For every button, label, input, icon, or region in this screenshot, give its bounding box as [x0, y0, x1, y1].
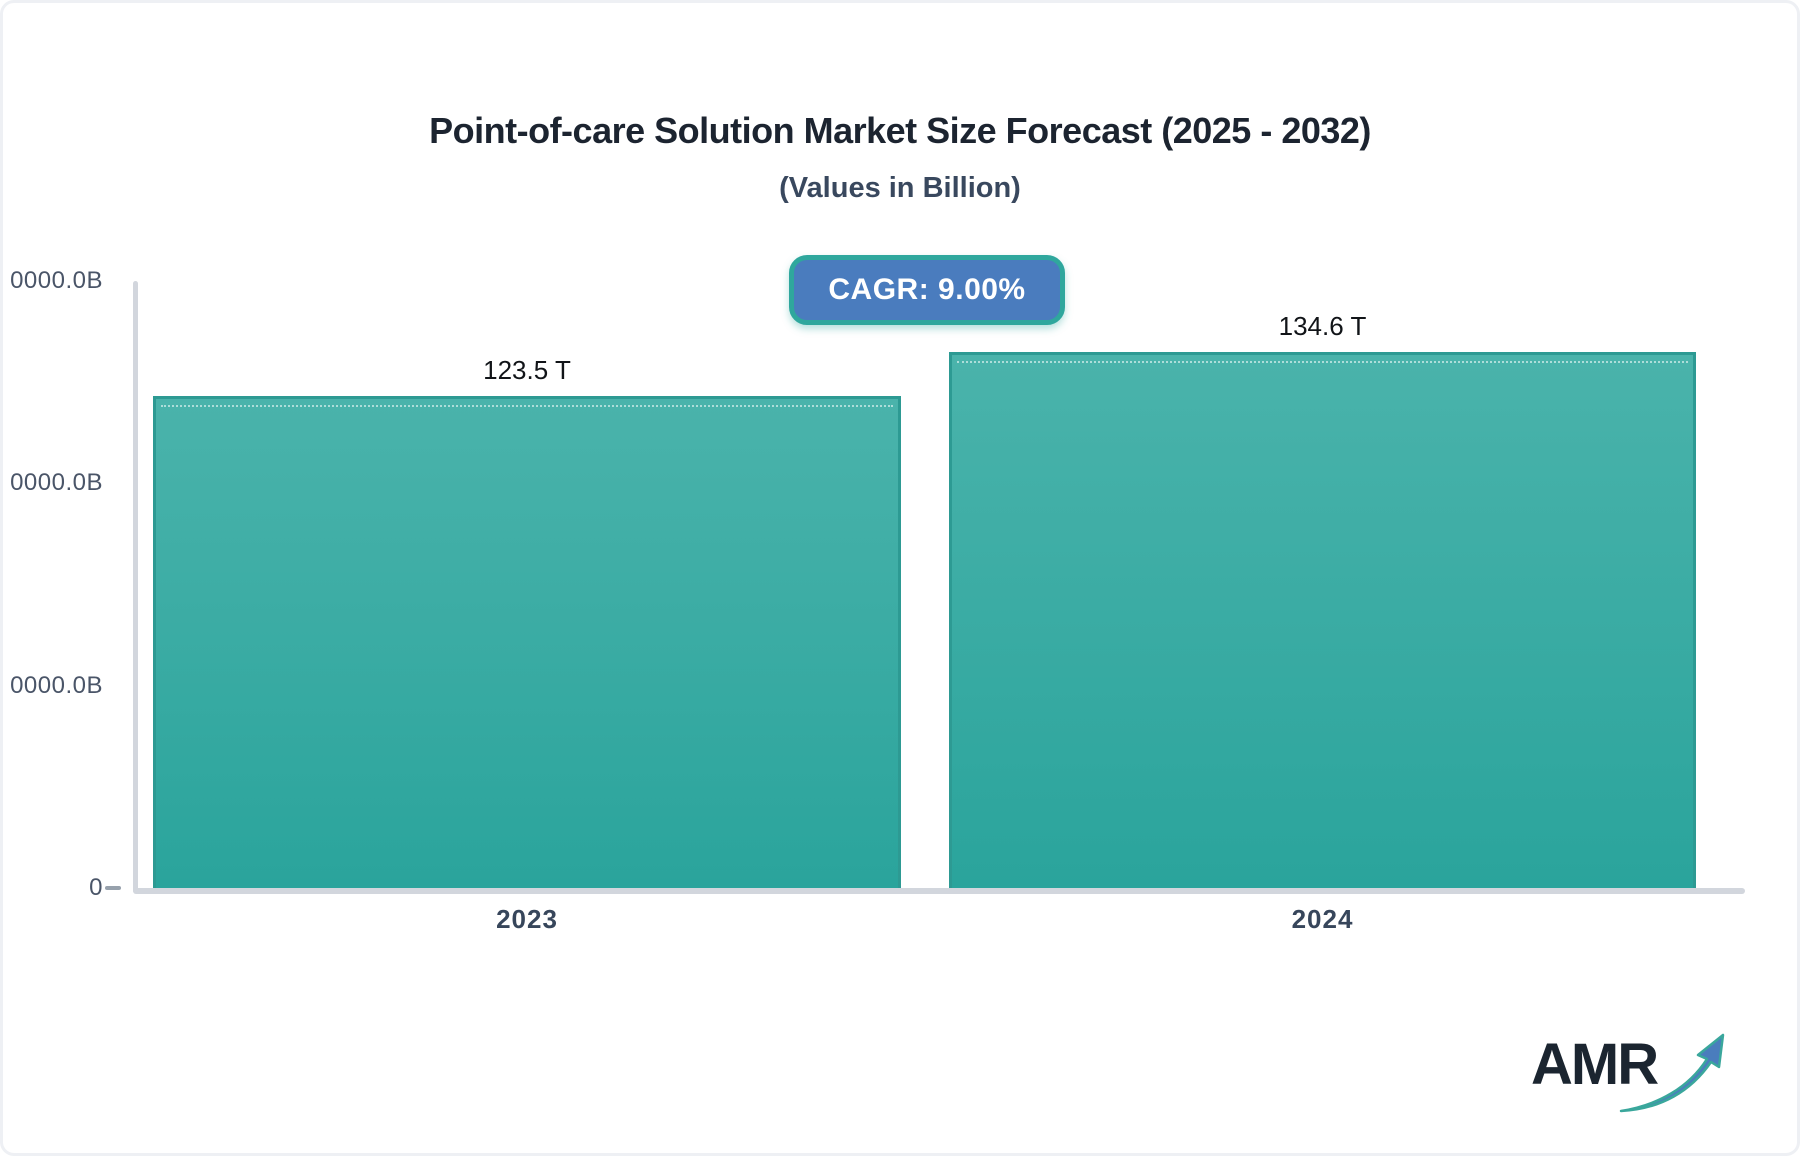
- cagr-badge-label: CAGR: 9.00%: [828, 273, 1026, 306]
- bar-group-2023: 123.5 T 2023: [153, 281, 901, 934]
- growth-arrow-icon: [1619, 1033, 1725, 1113]
- y-axis-tick-label: 0000.0B: [10, 469, 103, 496]
- bar: [949, 351, 1696, 888]
- amr-logo: AMR: [1503, 1023, 1743, 1123]
- y-axis-tick-label: 0000.0B: [10, 267, 103, 294]
- x-axis-category-label: 2023: [496, 904, 558, 934]
- y-axis-line: [133, 281, 138, 893]
- chart-subtitle: (Values in Billion): [779, 172, 1021, 204]
- x-axis-category-label: 2024: [1291, 904, 1354, 934]
- chart-title: Point-of-care Solution Market Size Forec…: [429, 110, 1371, 151]
- bar-group-2024: 134.6 T 2024: [949, 281, 1696, 934]
- bar: [153, 396, 901, 888]
- y-axis-tick-label: 0000.0B: [10, 672, 103, 699]
- bar-value-label: 134.6 T: [1278, 310, 1367, 341]
- y-axis-tick-label: 0: [89, 874, 103, 901]
- x-axis-line: [133, 888, 1745, 894]
- amr-logo-text: AMR: [1531, 1032, 1659, 1097]
- cagr-badge: CAGR: 9.00%: [789, 255, 1065, 325]
- bar-value-label: 123.5 T: [483, 355, 571, 386]
- plot-area: 123.5 T 2023 134.6 T 2024: [138, 281, 1745, 934]
- y-axis-zero-tick-mark: [105, 886, 121, 890]
